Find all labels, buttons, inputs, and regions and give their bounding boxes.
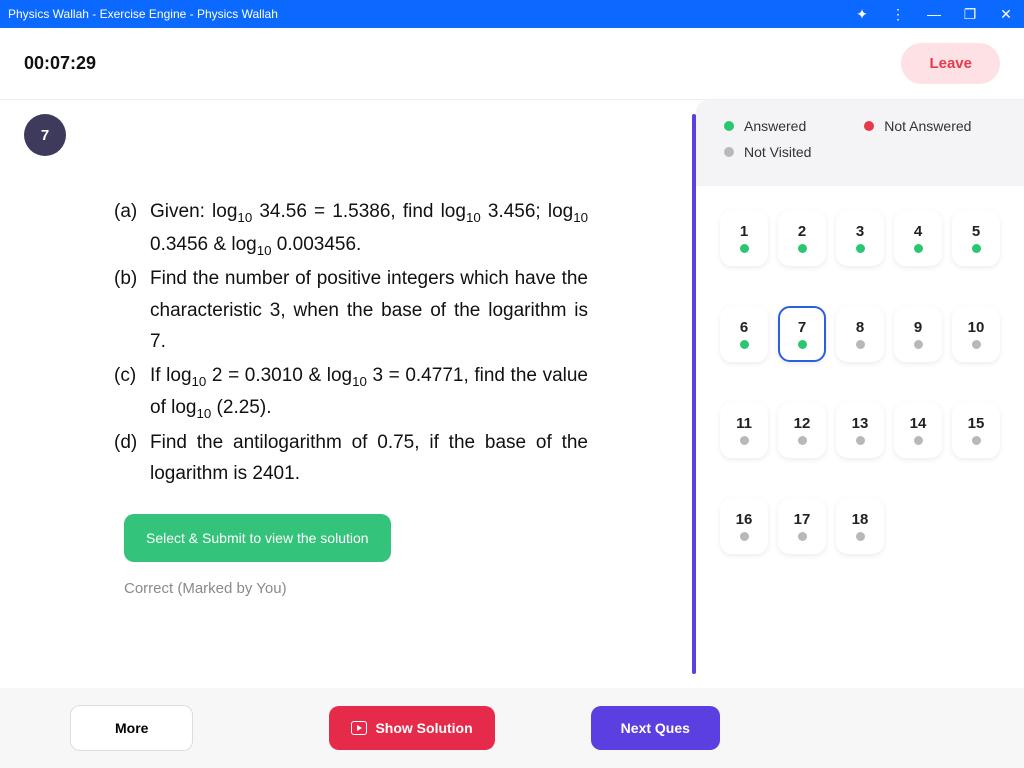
status-dot-icon [972,340,981,349]
question-cell-9[interactable]: 9 [894,306,942,362]
status-dot-icon [740,244,749,253]
legend-not-answered: Not Answered [884,118,971,134]
question-cell-number: 15 [968,415,985,432]
status-dot-icon [856,436,865,445]
question-cell-6[interactable]: 6 [720,306,768,362]
question-cell-3[interactable]: 3 [836,210,884,266]
question-cell-8[interactable]: 8 [836,306,884,362]
part-text: Given: log10 34.56 = 1.5386, find log10 … [150,196,588,261]
question-cell-14[interactable]: 14 [894,402,942,458]
question-cell-number: 1 [740,223,748,240]
part-label: (c) [114,360,150,425]
status-dot-icon [914,340,923,349]
status-dot-icon [914,244,923,253]
menu-icon[interactable]: ⋮ [880,0,916,28]
status-dot-icon [798,340,807,349]
question-cell-number: 18 [852,511,869,528]
show-solution-button[interactable]: Show Solution [329,706,494,750]
part-label: (a) [114,196,150,261]
question-cell-17[interactable]: 17 [778,498,826,554]
question-panel: 7 (a)Given: log10 34.56 = 1.5386, find l… [0,100,692,688]
question-cell-5[interactable]: 5 [952,210,1000,266]
part-text: Find the number of positive integers whi… [150,263,588,357]
submit-button[interactable]: Select & Submit to view the solution [124,514,391,562]
not-answered-dot-icon [864,121,874,131]
question-cell-13[interactable]: 13 [836,402,884,458]
question-cell-2[interactable]: 2 [778,210,826,266]
topbar: 00:07:29 Leave [0,28,1024,100]
maximize-icon[interactable]: ❐ [952,0,988,28]
status-dot-icon [972,436,981,445]
status-dot-icon [856,532,865,541]
show-solution-label: Show Solution [375,720,472,736]
question-cell-12[interactable]: 12 [778,402,826,458]
question-cell-number: 2 [798,223,806,240]
question-cell-10[interactable]: 10 [952,306,1000,362]
status-dot-icon [798,244,807,253]
status-dot-icon [798,436,807,445]
correct-label: Correct (Marked by You) [124,580,668,597]
question-cell-number: 3 [856,223,864,240]
status-dot-icon [856,244,865,253]
question-cell-number: 6 [740,319,748,336]
leave-button[interactable]: Leave [901,43,1000,84]
question-cell-number: 7 [798,319,806,336]
timer: 00:07:29 [24,53,96,74]
question-cell-number: 16 [736,511,753,528]
question-cell-number: 10 [968,319,985,336]
question-cell-number: 13 [852,415,869,432]
part-label: (d) [114,427,150,490]
status-dot-icon [972,244,981,253]
question-cell-number: 17 [794,511,811,528]
question-cell-1[interactable]: 1 [720,210,768,266]
question-cell-number: 5 [972,223,980,240]
question-cell-number: 8 [856,319,864,336]
not-visited-dot-icon [724,147,734,157]
question-cell-number: 9 [914,319,922,336]
answered-dot-icon [724,121,734,131]
question-cell-number: 11 [736,415,752,432]
legend-not-visited: Not Visited [744,144,811,160]
status-dot-icon [856,340,865,349]
question-cell-number: 14 [910,415,927,432]
part-label: (b) [114,263,150,357]
footer: More Show Solution Next Ques [0,688,1024,768]
question-cell-16[interactable]: 16 [720,498,768,554]
question-cell-18[interactable]: 18 [836,498,884,554]
close-icon[interactable]: ✕ [988,0,1024,28]
status-dot-icon [740,532,749,541]
question-cell-15[interactable]: 15 [952,402,1000,458]
status-dot-icon [914,436,923,445]
legend: Answered Not Answered Not Visited [696,100,1024,186]
question-cell-7[interactable]: 7 [778,306,826,362]
question-cell-number: 4 [914,223,922,240]
question-cell-4[interactable]: 4 [894,210,942,266]
question-cell-11[interactable]: 11 [720,402,768,458]
extension-icon[interactable]: ✦ [844,0,880,28]
window-titlebar: Physics Wallah - Exercise Engine - Physi… [0,0,1024,28]
next-question-button[interactable]: Next Ques [591,706,720,750]
play-icon [351,721,367,735]
navigator-panel: Answered Not Answered Not Visited 123456… [696,100,1024,688]
question-grid: 123456789101112131415161718 [696,186,1024,578]
part-text: If log10 2 = 0.3010 & log10 3 = 0.4771, … [150,360,588,425]
more-button[interactable]: More [70,705,193,751]
status-dot-icon [798,532,807,541]
part-text: Find the antilogarithm of 0.75, if the b… [150,427,588,490]
status-dot-icon [740,340,749,349]
question-number-badge: 7 [24,114,66,156]
legend-answered: Answered [744,118,806,134]
question-cell-number: 12 [794,415,811,432]
minimize-icon[interactable]: — [916,0,952,28]
status-dot-icon [740,436,749,445]
window-title: Physics Wallah - Exercise Engine - Physi… [8,7,278,21]
